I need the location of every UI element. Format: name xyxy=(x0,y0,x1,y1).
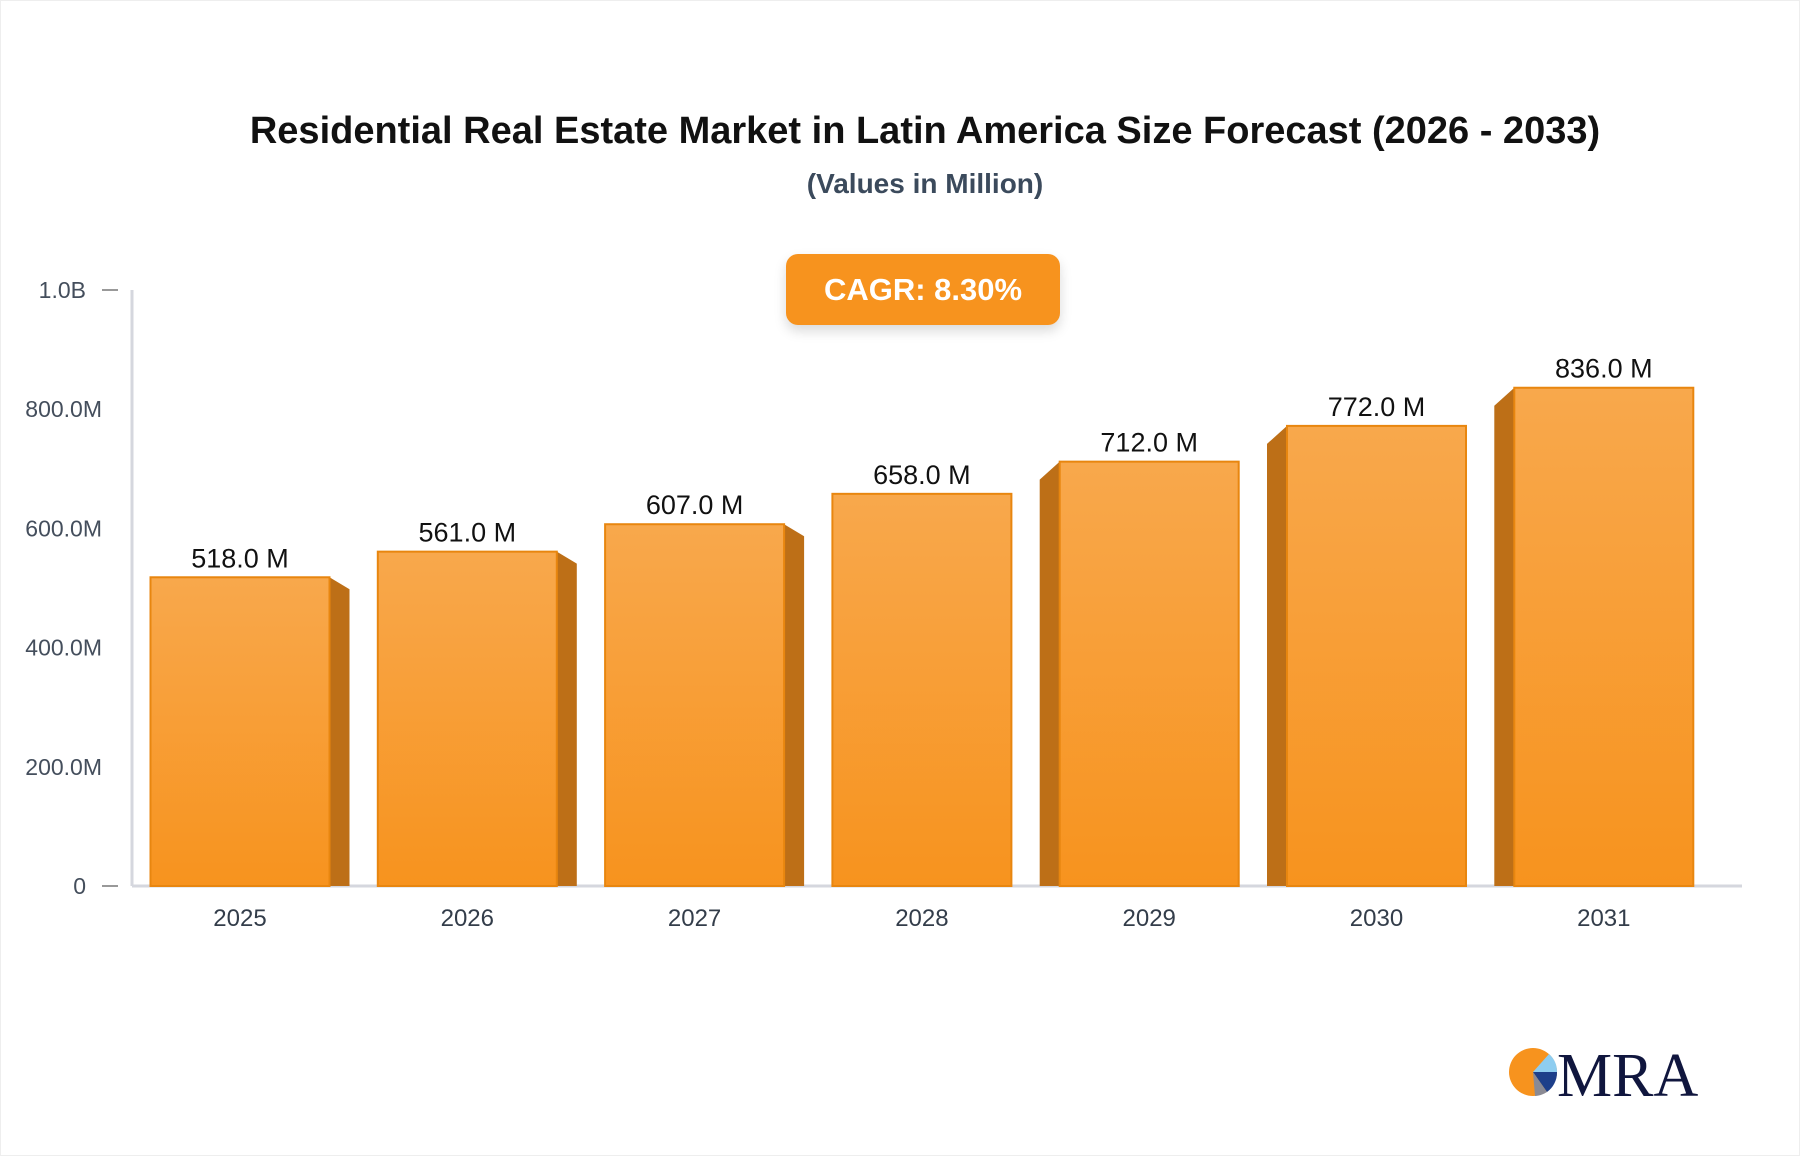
bar-2031 xyxy=(1513,386,1695,887)
data-label: 607.0 M xyxy=(646,490,744,520)
y-tick-label: 800.0M xyxy=(25,396,102,422)
bar-2025 xyxy=(149,576,331,887)
y-tick-label: 0 xyxy=(73,873,86,899)
bar-side xyxy=(784,524,805,886)
mra-logo: MRA xyxy=(1509,1042,1698,1110)
x-tick-label: 2028 xyxy=(895,905,948,932)
x-tick-label: 2026 xyxy=(441,905,494,932)
data-label: 836.0 M xyxy=(1555,354,1653,384)
chart-subtitle: (Values in Million) xyxy=(806,168,1044,199)
bar-2029 xyxy=(1058,460,1240,887)
y-tick-label: 1.0B xyxy=(39,277,86,303)
x-tick-label: 2030 xyxy=(1350,905,1403,932)
data-label: 772.0 M xyxy=(1328,392,1426,422)
bar-2028 xyxy=(831,492,1013,887)
logo-text: MRA xyxy=(1557,1042,1698,1110)
cagr-badge: CAGR: 8.30% xyxy=(786,254,1060,325)
bar-side xyxy=(556,551,577,886)
bar-side xyxy=(1267,425,1287,886)
bar-side xyxy=(329,577,350,886)
bar-2030 xyxy=(1286,424,1467,887)
y-tick-label: 600.0M xyxy=(25,515,102,541)
bar-2027 xyxy=(604,523,786,888)
x-tick-label: 2031 xyxy=(1577,905,1630,932)
bar-side xyxy=(1494,387,1515,886)
x-tick-label: 2029 xyxy=(1123,905,1176,932)
bar-2026 xyxy=(376,550,558,887)
x-tick-label: 2025 xyxy=(213,905,266,932)
data-label: 561.0 M xyxy=(419,518,517,548)
data-label: 518.0 M xyxy=(191,543,289,573)
data-label: 658.0 M xyxy=(873,460,971,490)
y-tick-label: 200.0M xyxy=(25,754,102,780)
y-tick-label: 400.0M xyxy=(25,635,102,661)
bar-side xyxy=(1039,461,1060,886)
x-tick-label: 2027 xyxy=(668,905,721,932)
data-label: 712.0 M xyxy=(1100,428,1198,458)
chart-title: Residential Real Estate Market in Latin … xyxy=(249,110,1601,152)
